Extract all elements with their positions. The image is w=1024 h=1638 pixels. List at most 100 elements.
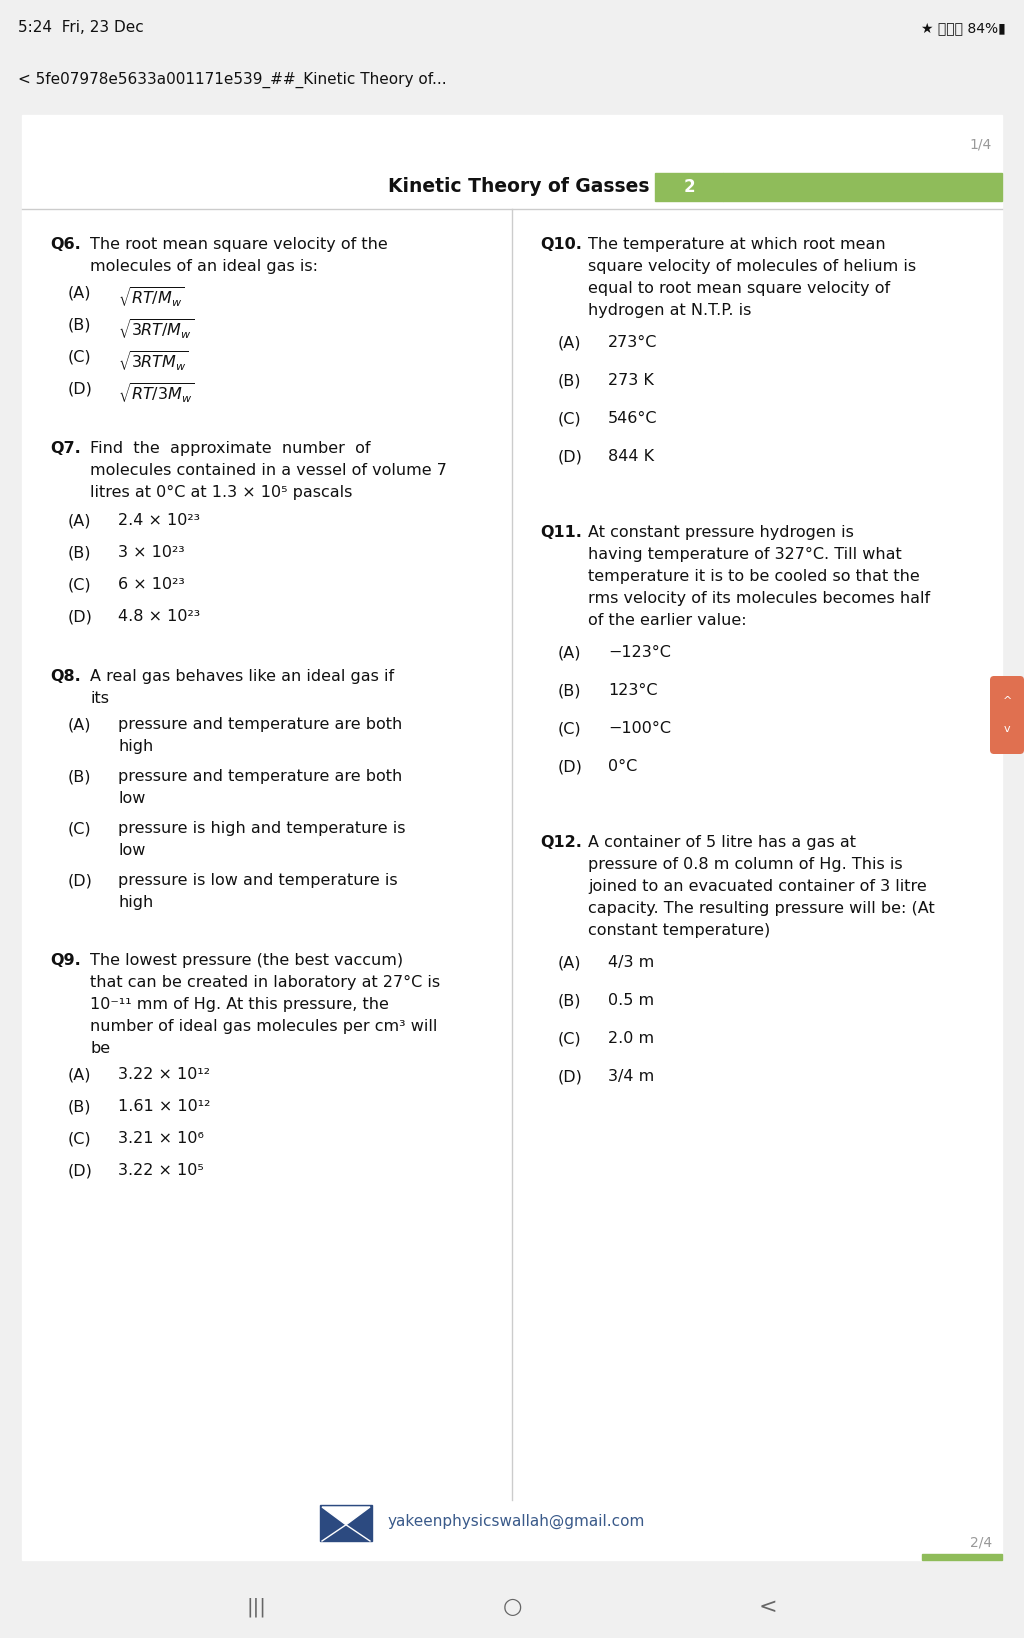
Text: (A): (A)	[558, 336, 582, 351]
Text: Find  the  approximate  number  of: Find the approximate number of	[90, 441, 371, 455]
Text: 0.5 m: 0.5 m	[608, 993, 654, 1007]
Text: 273°C: 273°C	[608, 336, 657, 351]
Text: (B): (B)	[558, 993, 582, 1007]
Text: The temperature at which root mean: The temperature at which root mean	[588, 238, 886, 252]
Text: 0°C: 0°C	[608, 758, 637, 775]
Text: ★ ऽऽऽ 84%▮: ★ ऽऽऽ 84%▮	[922, 21, 1006, 34]
Text: yakeenphysicswallah@gmail.com: yakeenphysicswallah@gmail.com	[388, 1514, 645, 1530]
Text: (B): (B)	[68, 318, 91, 333]
Bar	[319, 1505, 372, 1541]
Text: (D): (D)	[558, 758, 583, 775]
Text: (C): (C)	[558, 411, 582, 426]
Text: (C): (C)	[558, 1030, 582, 1047]
Text: (D): (D)	[558, 449, 583, 464]
Text: Q8.: Q8.	[50, 668, 81, 685]
Text: v: v	[1004, 724, 1011, 734]
Text: −100°C: −100°C	[608, 721, 671, 735]
Text: 1/4: 1/4	[970, 138, 992, 151]
Text: $\sqrt{3RT / M_{w}}$: $\sqrt{3RT / M_{w}}$	[118, 318, 195, 341]
Text: temperature it is to be cooled so that the: temperature it is to be cooled so that t…	[588, 568, 920, 585]
Text: A real gas behaves like an ideal gas if: A real gas behaves like an ideal gas if	[90, 668, 394, 685]
Text: (A): (A)	[68, 513, 91, 527]
Text: 10⁻¹¹ mm of Hg. At this pressure, the: 10⁻¹¹ mm of Hg. At this pressure, the	[90, 998, 389, 1012]
Text: (C): (C)	[558, 721, 582, 735]
Bar	[922, 1554, 1002, 1559]
Text: (C): (C)	[68, 1130, 91, 1147]
Text: (D): (D)	[68, 1163, 93, 1178]
Text: 2/4: 2/4	[970, 1536, 992, 1550]
Text: joined to an evacuated container of 3 litre: joined to an evacuated container of 3 li…	[588, 880, 927, 894]
Text: 123°C: 123°C	[608, 683, 657, 698]
Text: $\sqrt{3RTM_{w}}$: $\sqrt{3RTM_{w}}$	[118, 349, 189, 373]
Text: (B): (B)	[68, 1099, 91, 1114]
Text: (C): (C)	[68, 349, 91, 364]
Text: pressure of 0.8 m column of Hg. This is: pressure of 0.8 m column of Hg. This is	[588, 857, 902, 871]
Text: ○: ○	[503, 1597, 521, 1617]
Text: (A): (A)	[68, 285, 91, 300]
Text: of the earlier value:: of the earlier value:	[588, 613, 746, 627]
Text: low: low	[118, 791, 145, 806]
Text: <: <	[759, 1597, 777, 1617]
Text: (B): (B)	[68, 768, 91, 785]
Text: 2.0 m: 2.0 m	[608, 1030, 654, 1047]
Bar	[723, 174, 1002, 201]
Bar	[655, 174, 723, 201]
Text: 1.61 × 10¹²: 1.61 × 10¹²	[118, 1099, 210, 1114]
Text: high: high	[118, 894, 154, 911]
Text: pressure is high and temperature is: pressure is high and temperature is	[118, 821, 406, 835]
Text: its: its	[90, 691, 109, 706]
Text: < 5fe07978e5633a001171e539_##_Kinetic Theory of...: < 5fe07978e5633a001171e539_##_Kinetic Th…	[18, 72, 446, 88]
Text: (A): (A)	[558, 955, 582, 970]
Text: The root mean square velocity of the: The root mean square velocity of the	[90, 238, 388, 252]
Text: 4.8 × 10²³: 4.8 × 10²³	[118, 609, 201, 624]
Bar	[0, 1564, 1024, 1638]
Text: molecules contained in a vessel of volume 7: molecules contained in a vessel of volum…	[90, 464, 446, 478]
Text: 3.21 × 10⁶: 3.21 × 10⁶	[118, 1130, 204, 1147]
Text: rms velocity of its molecules becomes half: rms velocity of its molecules becomes ha…	[588, 591, 930, 606]
Text: At constant pressure hydrogen is: At constant pressure hydrogen is	[588, 526, 854, 541]
Text: Q9.: Q9.	[50, 953, 81, 968]
Text: Q12.: Q12.	[540, 835, 582, 850]
Text: pressure and temperature are both: pressure and temperature are both	[118, 717, 402, 732]
Text: (A): (A)	[68, 717, 91, 732]
Text: (D): (D)	[558, 1070, 583, 1084]
Text: 3.22 × 10⁵: 3.22 × 10⁵	[118, 1163, 204, 1178]
Text: (B): (B)	[558, 373, 582, 388]
Text: litres at 0°C at 1.3 × 10⁵ pascals: litres at 0°C at 1.3 × 10⁵ pascals	[90, 485, 352, 500]
Text: Q10.: Q10.	[540, 238, 582, 252]
Text: $\sqrt{RT / M_{w}}$: $\sqrt{RT / M_{w}}$	[118, 285, 184, 310]
Text: constant temperature): constant temperature)	[588, 922, 770, 939]
Text: 2.4 × 10²³: 2.4 × 10²³	[118, 513, 200, 527]
Text: Q7.: Q7.	[50, 441, 81, 455]
Text: −123°C: −123°C	[608, 645, 671, 660]
Text: (C): (C)	[68, 821, 91, 835]
Text: 3 × 10²³: 3 × 10²³	[118, 545, 184, 560]
Text: (B): (B)	[558, 683, 582, 698]
Text: capacity. The resulting pressure will be: (At: capacity. The resulting pressure will be…	[588, 901, 935, 916]
Text: 546°C: 546°C	[608, 411, 657, 426]
Text: 273 K: 273 K	[608, 373, 654, 388]
Text: 2: 2	[683, 179, 695, 197]
Text: square velocity of molecules of helium is: square velocity of molecules of helium i…	[588, 259, 916, 274]
Text: molecules of an ideal gas is:: molecules of an ideal gas is:	[90, 259, 318, 274]
Text: having temperature of 327°C. Till what: having temperature of 327°C. Till what	[588, 547, 902, 562]
Text: (A): (A)	[68, 1066, 91, 1083]
Text: (B): (B)	[68, 545, 91, 560]
Text: pressure and temperature are both: pressure and temperature are both	[118, 768, 402, 785]
Text: (D): (D)	[68, 873, 93, 888]
Text: 3/4 m: 3/4 m	[608, 1070, 654, 1084]
Text: low: low	[118, 844, 145, 858]
Text: (C): (C)	[68, 577, 91, 591]
Text: |||: |||	[246, 1597, 266, 1617]
Text: 4/3 m: 4/3 m	[608, 955, 654, 970]
Text: high: high	[118, 739, 154, 753]
Text: A container of 5 litre has a gas at: A container of 5 litre has a gas at	[588, 835, 856, 850]
Text: Q11.: Q11.	[540, 526, 582, 541]
Text: Kinetic Theory of Gasses: Kinetic Theory of Gasses	[388, 177, 650, 197]
Text: 5:24  Fri, 23 Dec: 5:24 Fri, 23 Dec	[18, 21, 143, 36]
Text: $\sqrt{RT / 3M_{w}}$: $\sqrt{RT / 3M_{w}}$	[118, 382, 195, 405]
Text: Q6.: Q6.	[50, 238, 81, 252]
Text: (D): (D)	[68, 382, 93, 396]
Bar	[22, 115, 1002, 1559]
Text: 844 K: 844 K	[608, 449, 654, 464]
